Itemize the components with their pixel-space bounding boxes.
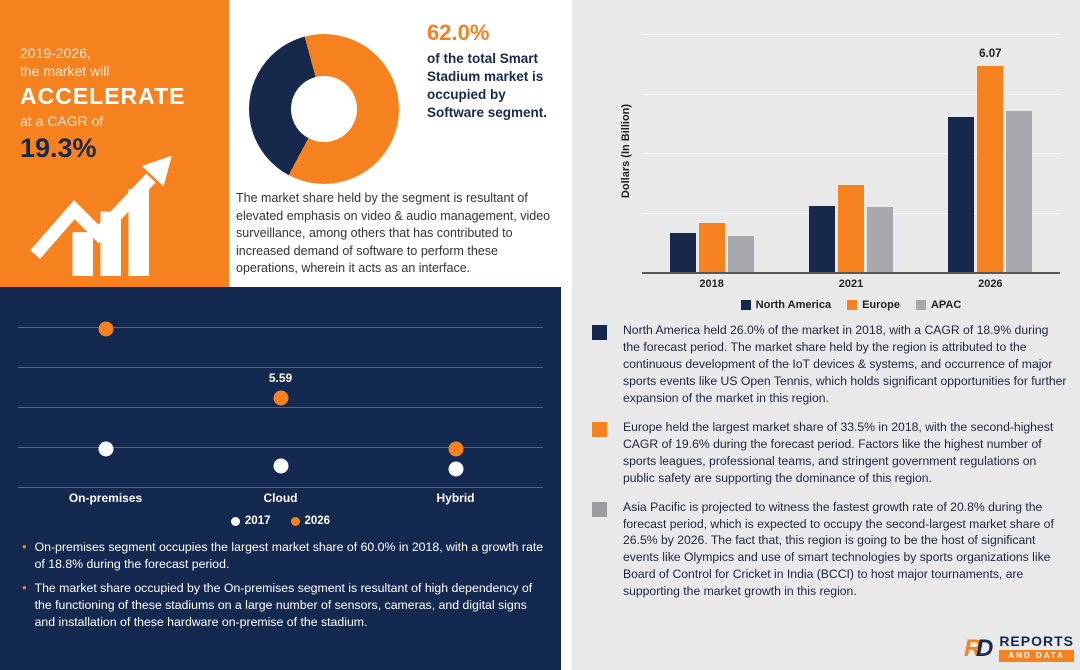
bar-north-america (669, 232, 696, 272)
dot-2017-on-premises (98, 441, 113, 457)
software-share-caption: of the total Smart Stadium market is occ… (427, 51, 548, 120)
bar-europe (698, 222, 725, 272)
bar-axis-tick: 2018 (699, 278, 724, 290)
regional-bar-chart: 6.07 (642, 34, 1060, 274)
bullet-dot-icon: • (22, 579, 27, 595)
dot-2017-hybrid (448, 461, 463, 477)
bar-legend-label: APAC (930, 299, 962, 311)
bar-group-2026: 6.07 (921, 34, 1060, 272)
apac-swatch-icon (592, 501, 607, 517)
bar-apac (1006, 110, 1033, 272)
growth-arrow-icon (30, 155, 172, 276)
dot-plot-gridline (18, 487, 543, 488)
regional-bullet-europe: Europe held the largest market share of … (592, 419, 1068, 487)
dot-plot-gridline (18, 447, 543, 448)
europe-swatch-icon (592, 421, 607, 437)
dot-2026-cloud (273, 390, 288, 406)
dot-2026-hybrid (448, 441, 463, 457)
deployment-bullet-text: On-premises segment occupies the largest… (34, 540, 544, 571)
bar-chart-gridline (642, 34, 1060, 35)
dot-plot-area: 5.59 (18, 321, 543, 488)
cagr-intro-line2: the market will (20, 63, 110, 80)
bar-legend-item: North America (740, 299, 832, 311)
dot-plot-category-label: On-premises (68, 491, 143, 505)
dot-legend-label: 2026 (304, 515, 331, 527)
bar-chart-y-axis-label: Dollars (In Billion) (620, 103, 632, 199)
bar-legend-item: Europe (847, 299, 900, 311)
legend-dot-icon (290, 516, 300, 526)
rd-logo-icon: R D (964, 635, 993, 661)
bar-chart-gridline (642, 93, 1060, 95)
regional-bullet-apac: Asia Pacific is projected to witness the… (592, 499, 1068, 601)
logo-and-data-text: AND DATA (999, 650, 1074, 662)
bar-ticks: 2018 2021 2026 (642, 278, 1060, 290)
bar-europe: 6.07 (977, 48, 1004, 272)
legend-square-icon (915, 300, 926, 310)
bar-apac (727, 236, 754, 272)
dot-2026-on-premises (98, 321, 113, 337)
bar-chart-gridline (642, 153, 1060, 154)
dot-plot-legend: 2017 2026 (0, 515, 561, 527)
regional-bullet-north-america: North America held 26.0% of the market i… (592, 322, 1068, 407)
software-share-description: The market share held by the segment is … (236, 191, 551, 275)
dot-plot-category-label: Hybrid (436, 491, 475, 505)
bar-north-america (808, 205, 835, 272)
dot-legend-item: 2017 (230, 515, 271, 527)
legend-square-icon (847, 300, 858, 310)
logo-reports-text: REPORTS (999, 633, 1074, 649)
dot-plot-gridline (18, 327, 543, 328)
regional-bullet-list: North America held 26.0% of the market i… (592, 322, 1068, 612)
bar-legend-item: APAC (915, 299, 962, 311)
bar-apac (866, 207, 893, 272)
dot-plot-gridline (18, 407, 543, 408)
dot-legend-item: 2026 (290, 515, 331, 527)
deployment-bullet-text: The market share occupied by the On-prem… (34, 580, 533, 629)
bar-legend: North America Europe APAC (642, 299, 1060, 311)
bar-groups: 6.07 (642, 34, 1060, 272)
dot-value-label: 5.59 (268, 370, 293, 385)
regional-bullet-text: North America held 26.0% of the market i… (623, 323, 1067, 405)
bar-value-label: 6.07 (979, 47, 1002, 60)
dot-plot-category-labels: On-premises Cloud Hybrid (18, 491, 543, 505)
svg-text:R: R (964, 635, 982, 661)
deployment-bullet: • On-premises segment occupies the large… (22, 539, 546, 573)
dot-plot-category-label: Cloud (263, 491, 298, 505)
software-segment-panel: 62.0% of the total Smart Stadium market … (229, 0, 561, 287)
legend-dot-icon (230, 516, 240, 526)
legend-square-icon (740, 300, 751, 310)
dot-legend-label: 2017 (244, 515, 271, 527)
bar-axis-tick: 2026 (978, 278, 1003, 290)
bar-legend-label: North America (755, 299, 832, 311)
svg-text:D: D (976, 635, 993, 661)
cagr-value: 19.3% (20, 132, 97, 163)
cagr-intro-line3: at a CAGR of (20, 113, 104, 130)
regional-panel: Dollars (In Billion) 6.07 2018 2021 2026 N… (572, 0, 1080, 670)
deployment-bullet-list: • On-premises segment occupies the large… (22, 539, 546, 638)
donut-chart (249, 34, 399, 184)
bullet-dot-icon: • (22, 539, 27, 554)
dot-2017-cloud (273, 458, 288, 474)
bar-group-2018 (642, 34, 781, 272)
cagr-highlight-panel: 2019-2026, the market will ACCELERATE at… (0, 0, 229, 287)
regional-bullet-text: Asia Pacific is projected to witness the… (623, 499, 1054, 599)
deployment-bullet: • The market share occupied by the On-pr… (22, 580, 546, 631)
deployment-panel: 5.59 On-premises Cloud Hybrid 2017 2026 • O… (0, 287, 561, 670)
reports-and-data-logo: R D REPORTS AND DATA (964, 634, 1074, 662)
cagr-intro-line1: 2019-2026, (20, 45, 91, 61)
donut-hole (291, 76, 357, 142)
bar-legend-label: Europe (862, 299, 900, 311)
bar-axis-tick: 2021 (838, 278, 864, 290)
accelerate-headline: ACCELERATE (20, 83, 186, 110)
bar-north-america (948, 117, 975, 272)
north-america-swatch-icon (592, 325, 607, 340)
bar-europe (837, 185, 864, 272)
dot-plot-gridline (18, 367, 543, 368)
software-share-stat: 62.0% (427, 20, 490, 45)
regional-bullet-text: Europe held the largest market share of … (623, 419, 1054, 485)
bar-group-2021 (781, 34, 920, 272)
